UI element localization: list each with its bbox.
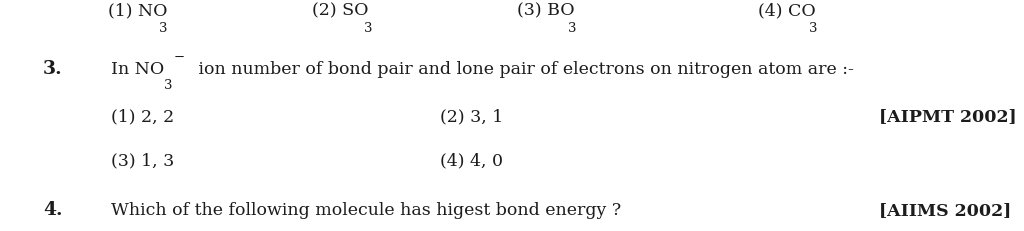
Text: 3: 3 [159,22,167,35]
Text: (2) SO: (2) SO [312,2,369,19]
Text: 4.: 4. [43,201,62,219]
Text: 3.: 3. [43,60,62,78]
Text: In NO: In NO [111,61,164,78]
Text: (1) 2, 2: (1) 2, 2 [111,108,174,125]
Text: (2) 3, 1: (2) 3, 1 [440,108,504,125]
Text: (1) NO: (1) NO [108,2,167,19]
Text: 3: 3 [568,22,577,35]
Text: −: − [174,51,185,64]
Text: (4) 4, 0: (4) 4, 0 [440,152,504,169]
Text: 3: 3 [809,22,817,35]
Text: (3) 1, 3: (3) 1, 3 [111,152,174,169]
Text: 3: 3 [364,22,372,35]
Text: ion number of bond pair and lone pair of electrons on nitrogen atom are :-: ion number of bond pair and lone pair of… [193,61,853,78]
Text: Which of the following molecule has higest bond energy ?: Which of the following molecule has hige… [111,202,621,219]
Text: (4) CO: (4) CO [758,2,815,19]
Text: [AIPMT 2002]: [AIPMT 2002] [879,108,1016,125]
Text: [AIIMS 2002]: [AIIMS 2002] [879,202,1011,219]
Text: 3: 3 [164,79,172,92]
Text: (3) BO: (3) BO [517,2,574,19]
